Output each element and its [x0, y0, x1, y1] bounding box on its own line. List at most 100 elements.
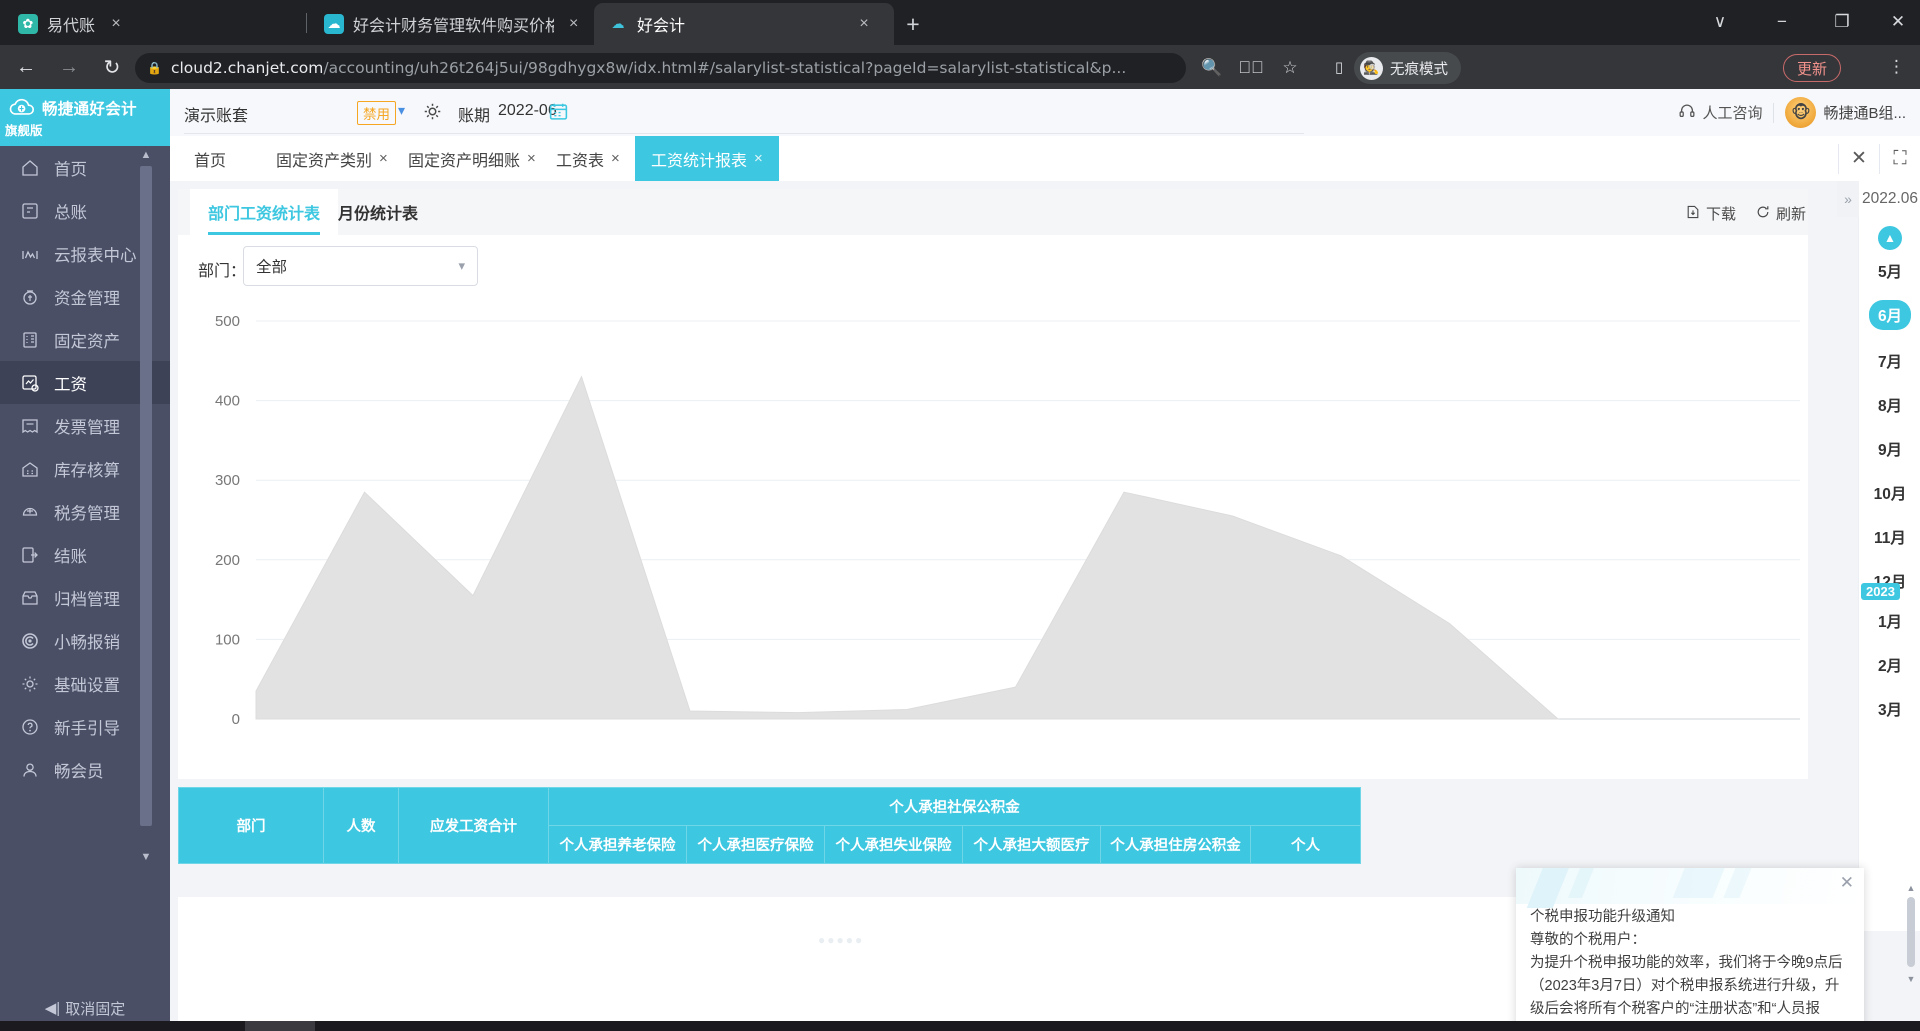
close-icon[interactable]: × — [379, 150, 388, 167]
period-month-3[interactable]: 3月 — [1877, 702, 1903, 719]
sidebar-item-settings[interactable]: 基础设置 — [0, 662, 170, 705]
scrollbar-thumb[interactable] — [140, 166, 152, 826]
close-icon[interactable]: × — [611, 150, 620, 167]
period-month-1[interactable]: 1月 — [1877, 614, 1903, 631]
sidebar-item-cloud-report[interactable]: 云报表中心 — [0, 232, 170, 275]
close-icon[interactable]: × — [859, 15, 869, 32]
notification-line: 为提升个税申报功能的效率，我们将于今晚9点后 — [1530, 955, 1843, 971]
scrollbar-thumb[interactable] — [1907, 897, 1915, 967]
svg-text:0: 0 — [232, 711, 240, 728]
period-month-5[interactable]: 5月 — [1877, 264, 1903, 281]
new-tab-button[interactable]: + — [906, 11, 920, 37]
home-icon — [19, 157, 41, 179]
kebab-menu-icon[interactable]: ⋮ — [1888, 57, 1905, 76]
period-month-6[interactable]: 6月 — [1859, 300, 1920, 330]
sidepanel-icon[interactable]: ▯ — [1334, 59, 1344, 76]
sidebar-item-reimbursement[interactable]: 小畅报销 — [0, 619, 170, 662]
sidebar-item-label: 小畅报销 — [54, 633, 120, 652]
sidebar-item-funds[interactable]: 资金管理 — [0, 275, 170, 318]
sidebar-item-label: 新手引导 — [54, 719, 120, 738]
reload-button[interactable]: ↻ — [103, 56, 121, 79]
window-restore-button[interactable]: ❐ — [1834, 12, 1850, 31]
page-tab-fixed-asset-detail[interactable]: 固定资产明细账 × — [392, 136, 552, 181]
chevron-up-icon[interactable]: ▲ — [1878, 226, 1902, 250]
tab-department-salary-stats[interactable]: 部门工资统计表 — [190, 189, 339, 235]
rail-scrollbar[interactable]: ▲ ▼ — [1904, 881, 1918, 986]
incognito-indicator[interactable]: 🕵 无痕模式 — [1354, 52, 1461, 84]
eye-off-icon[interactable]: 👁⃠ — [1238, 58, 1264, 77]
update-button[interactable]: 更新 — [1782, 54, 1841, 82]
scroll-down-icon[interactable]: ▼ — [140, 851, 152, 863]
sidebar-item-guide[interactable]: 新手引导 — [0, 705, 170, 748]
forward-button[interactable]: → — [59, 55, 79, 78]
page-tab-label: 工资统计报表 — [651, 152, 748, 170]
sidebar-item-member[interactable]: 畅会员 — [0, 748, 170, 791]
scroll-up-icon[interactable]: ▲ — [1906, 883, 1916, 893]
period-month-7[interactable]: 7月 — [1877, 354, 1903, 371]
download-button[interactable]: 下载 — [1685, 203, 1736, 224]
report-card: 部门工资统计表 月份统计表 下载 — [178, 189, 1808, 828]
brand-header: 畅捷通好会计 旗舰版 — [0, 89, 170, 146]
sidebar-item-home[interactable]: 首页 — [0, 146, 170, 189]
close-icon[interactable]: × — [111, 15, 121, 32]
chevron-down-icon: ▾ — [458, 258, 465, 273]
gear-icon[interactable] — [422, 101, 443, 127]
browser-tab-0[interactable]: ✿ 易代账 × — [4, 3, 304, 45]
salary-stats-table: 部门 人数 应发工资合计 个人承担社保公积金 个人承担养老保险 个人承担医疗保险… — [178, 787, 1808, 897]
url-domain: cloud2.chanjet.com — [170, 59, 324, 77]
browser-tab-title: 好会计 — [637, 18, 686, 35]
sidebar-item-ledger[interactable]: 总账 — [0, 189, 170, 232]
unpin-sidebar-button[interactable]: ◀| 取消固定 — [0, 985, 170, 1031]
app-header: 演示账套 禁用 ▾ 账期 2022-06 人工咨询 — [170, 89, 1920, 136]
chevron-down-icon[interactable]: ▾ — [398, 102, 406, 118]
back-button[interactable]: ← — [16, 55, 36, 78]
sidebar-item-tax[interactable]: 税务管理 — [0, 490, 170, 533]
os-taskbar — [0, 1021, 1920, 1031]
star-icon[interactable]: ☆ — [1282, 58, 1298, 77]
page-tab-fixed-asset-category[interactable]: 固定资产类别 × — [260, 136, 404, 181]
close-icon[interactable]: × — [527, 150, 536, 167]
period-month-8[interactable]: 8月 — [1877, 398, 1903, 415]
refresh-button[interactable]: 刷新 — [1755, 203, 1806, 224]
department-select[interactable]: 全部 ▾ — [243, 246, 478, 286]
period-month-10[interactable]: 10月 — [1873, 486, 1907, 503]
sidebar-item-invoice[interactable]: 发票管理 — [0, 404, 170, 447]
sidebar-item-checkout[interactable]: 结账 — [0, 533, 170, 576]
calendar-icon[interactable] — [548, 101, 569, 127]
sidebar-item-fixed-assets[interactable]: 固定资产 — [0, 318, 170, 361]
period-month-11[interactable]: 11月 — [1874, 530, 1906, 547]
address-bar[interactable]: 🔒 cloud2.chanjet.com/accounting/uh26t264… — [135, 53, 1186, 83]
page-tab-salary-statistics[interactable]: 工资统计报表 × — [635, 136, 779, 181]
sidebar-scrollbar[interactable]: ▲ ▼ — [137, 146, 155, 866]
browser-tab-2[interactable]: ☁ 好会计 × — [594, 3, 894, 45]
incognito-icon: 🕵 — [1360, 56, 1383, 80]
user-menu[interactable]: 🐵 畅捷通B组... — [1785, 97, 1906, 128]
close-all-tabs-icon[interactable]: ✕ — [1851, 148, 1867, 169]
taskbar-item[interactable] — [245, 1021, 315, 1031]
col-personal-other: 个人 — [1250, 825, 1361, 864]
tab-monthly-stats[interactable]: 月份统计表 — [320, 189, 436, 235]
support-button[interactable]: 人工咨询 — [1678, 102, 1762, 124]
status-badge: 禁用 — [357, 101, 396, 125]
period-value[interactable]: 2022-06 — [498, 102, 557, 119]
fullscreen-icon[interactable]: ⛶ — [1893, 147, 1907, 169]
sidebar-item-inventory[interactable]: 库存核算 — [0, 447, 170, 490]
scroll-up-icon[interactable]: ▲ — [140, 149, 152, 161]
browser-tab-1[interactable]: ☁ 好会计财务管理软件购买价格及免... × — [310, 3, 590, 45]
sidebar-item-archive[interactable]: 归档管理 — [0, 576, 170, 619]
window-expand-button[interactable]: ∨ — [1713, 12, 1727, 31]
close-icon[interactable]: × — [754, 150, 763, 167]
account-set-name: 演示账套 — [184, 108, 249, 125]
period-month-9[interactable]: 9月 — [1877, 442, 1903, 459]
close-icon[interactable]: ✕ — [1839, 873, 1854, 892]
collapse-right-icon[interactable]: » — [1837, 181, 1859, 217]
window-minimize-button[interactable]: − — [1777, 12, 1787, 31]
page-tab-home[interactable]: 首页 — [178, 136, 242, 181]
chart-icon — [19, 243, 41, 265]
period-month-2[interactable]: 2月 — [1877, 658, 1903, 675]
window-close-button[interactable]: ✕ — [1890, 12, 1906, 31]
close-icon[interactable]: × — [568, 15, 579, 32]
search-icon[interactable]: 🔍 — [1201, 58, 1223, 77]
scroll-down-icon[interactable]: ▼ — [1906, 974, 1916, 984]
page-tab-salary-sheet[interactable]: 工资表 × — [540, 136, 636, 181]
